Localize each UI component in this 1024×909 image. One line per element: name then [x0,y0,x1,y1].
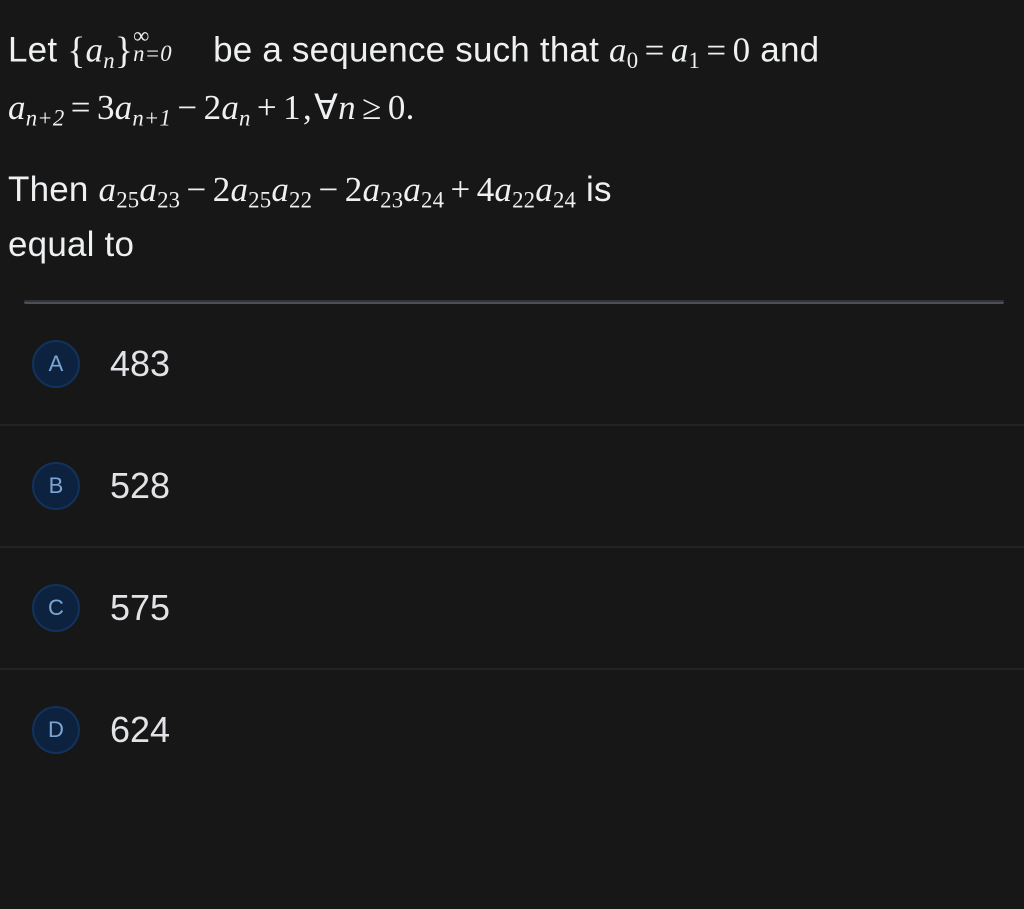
text-let: Let [8,31,67,70]
t1b-i: 23 [157,188,180,213]
recur-lhs-idx: n+2 [26,105,65,130]
seq-var: a [86,31,104,70]
limits: ∞n=0 [133,28,203,63]
period: . [406,88,415,127]
forall: ∀ [314,88,338,127]
t2a: a [230,170,248,209]
t2b: a [271,170,289,209]
option-c[interactable]: C 575 [0,548,1024,670]
t2b-i: 22 [289,188,312,213]
minus1: − [171,88,204,127]
brace-right: } [115,30,133,72]
t4b-i: 24 [553,188,576,213]
plus2: + [444,170,477,209]
text-is: is [576,170,612,209]
t1a-i: 25 [116,188,139,213]
t1b: a [139,170,157,209]
t3a-i: 23 [380,188,403,213]
eq2: = [700,31,733,70]
plus1: + [251,88,284,127]
option-letter-b: B [32,462,80,510]
a-np1: a [115,88,133,127]
a-n: a [221,88,239,127]
option-text-a: 483 [110,343,170,385]
idx-np1: n+1 [132,105,171,130]
option-letter-c: C [32,584,80,632]
minus2: − [180,170,213,209]
option-letter-a: A [32,340,80,388]
question-line-1: Let {an}∞n=0 be a sequence such that a0=… [8,22,1022,135]
limits-sub: n=0 [133,36,172,71]
a1-var: a [671,31,689,70]
option-letter-d: D [32,706,80,754]
t4a: a [494,170,512,209]
option-a[interactable]: A 483 [0,304,1024,426]
option-d[interactable]: D 624 [0,670,1024,774]
t3a: a [362,170,380,209]
t2a-i: 25 [248,188,271,213]
text-then: Then [8,170,99,209]
two-1: 2 [213,170,231,209]
a1-idx: 1 [689,48,701,73]
question-line-2: Then a25a23−2a25a22−2a23a24+4a22a24 is e… [8,163,1022,272]
text-equal-to: equal to [8,225,134,264]
a0-idx: 0 [627,48,639,73]
text-and: and [750,31,819,70]
coef-3: 3 [97,88,115,127]
t3b: a [403,170,421,209]
a0-var: a [609,31,627,70]
option-text-d: 624 [110,709,170,751]
zero1: 0 [733,31,751,70]
question-text: Let {an}∞n=0 be a sequence such that a0=… [0,22,1024,272]
t3b-i: 24 [421,188,444,213]
t4a-i: 22 [512,188,535,213]
text-be-a-sequence: be a sequence such that [203,31,609,70]
minus3: − [312,170,345,209]
eq3: = [64,88,97,127]
option-text-c: 575 [110,587,170,629]
comma: , [301,88,314,127]
brace-left: { [67,30,85,72]
seq-idx: n [103,48,115,73]
option-b[interactable]: B 528 [0,426,1024,548]
t4b: a [535,170,553,209]
options-list: A 483 B 528 C 575 D 624 [0,304,1024,774]
idx-n: n [239,105,251,130]
geq: ≥ [356,88,388,127]
option-text-b: 528 [110,465,170,507]
one: 1 [283,88,301,127]
forall-n: n [338,88,356,127]
zero2: 0 [388,88,406,127]
eq1: = [638,31,671,70]
two-2: 2 [345,170,363,209]
coef-2: 2 [204,88,222,127]
recur-lhs-var: a [8,88,26,127]
t1a: a [99,170,117,209]
four: 4 [477,170,495,209]
